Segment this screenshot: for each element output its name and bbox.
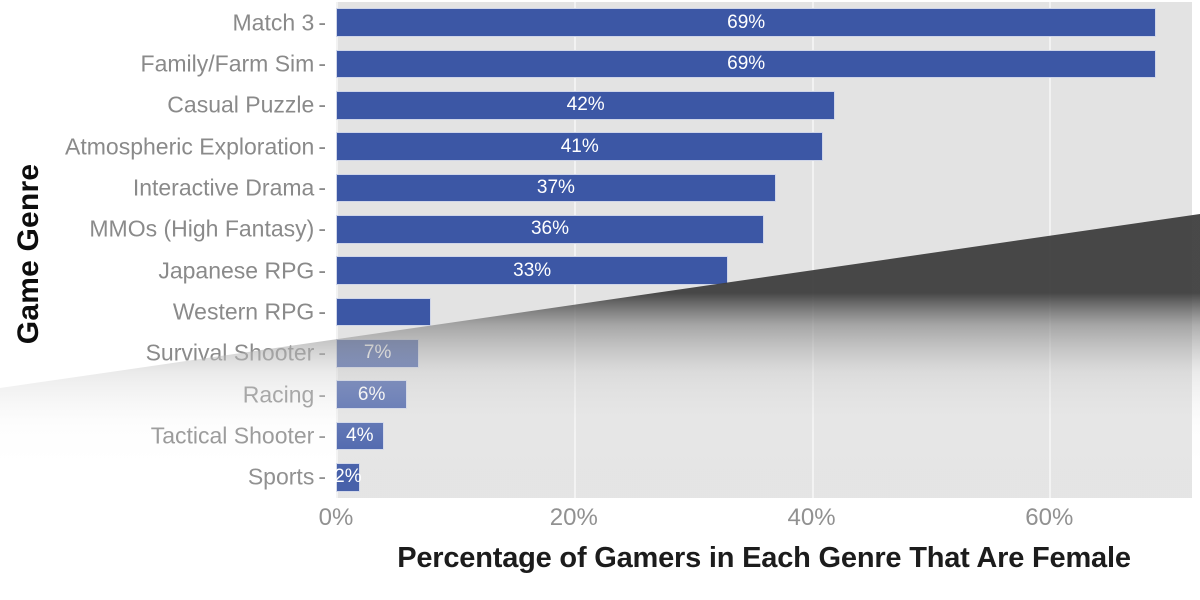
y-tick-label: Survival Shooter - — [146, 340, 326, 367]
y-tick-label: Atmospheric Exploration - — [65, 133, 326, 160]
y-tick-label: Family/Farm Sim - — [141, 51, 326, 78]
bar-row: 37% — [336, 173, 1192, 203]
y-tick-mark: - — [318, 91, 326, 118]
y-tick-label-text: Survival Shooter — [145, 339, 315, 366]
bar-value-label: 37% — [536, 176, 575, 198]
y-axis-tick-labels: Match 3- Family/Farm Sim - Casual Puzzle - At… — [0, 2, 336, 498]
y-tick-label: Western RPG - — [173, 299, 326, 326]
bar[interactable] — [336, 8, 1157, 38]
y-tick-mark: - — [318, 257, 326, 284]
bar-row: 69% — [336, 49, 1192, 79]
y-tick-label-text: Racing — [242, 381, 315, 408]
bar-row: 41% — [336, 132, 1192, 162]
bars-layer: 69% 69% 42% 41% 37% 36% 33% 7% 6% 4% 2% — [334, 2, 1192, 498]
y-tick-mark: - — [318, 381, 326, 408]
y-tick-mark: - — [318, 215, 326, 242]
x-axis-title: Percentage of Gamers in Each Genre That … — [397, 542, 1131, 574]
y-tick-mark: - — [318, 50, 326, 77]
y-tick-label: Japanese RPG - — [158, 257, 326, 284]
bar-row: 6% — [336, 380, 1192, 410]
y-tick-label-text: Western RPG — [172, 298, 315, 325]
y-tick-label: Sports - — [248, 464, 326, 491]
bar-value-label: 41% — [560, 135, 599, 157]
bar-row: 69% — [336, 8, 1192, 38]
bar-value-label: 6% — [357, 383, 386, 405]
y-tick-label-text: MMOs (High Fantasy) — [89, 215, 315, 242]
y-tick-label: MMOs (High Fantasy) - — [89, 216, 326, 243]
bar[interactable] — [336, 90, 836, 120]
bar-value-label: 4% — [346, 424, 374, 446]
bar-row: 2% — [334, 462, 1192, 492]
y-tick-mark: - — [318, 463, 326, 490]
bar-value-label: 69% — [727, 11, 766, 33]
bar-row: 7% — [336, 338, 1192, 368]
x-tick-label: 60% — [1025, 504, 1074, 531]
y-tick-label-text: Atmospheric Exploration — [65, 133, 315, 160]
bar-row: 36% — [336, 214, 1192, 244]
plot-area: 69% 69% 42% 41% 37% 36% 33% 7% 6% 4% 2% — [334, 2, 1192, 498]
bar-value-label: 69% — [727, 52, 766, 74]
y-tick-label: Racing - — [243, 381, 326, 408]
y-tick-label: Casual Puzzle - — [167, 92, 326, 119]
bar-value-label: 7% — [363, 342, 392, 364]
bar-row: 4% — [336, 421, 1192, 451]
y-tick-label: Interactive Drama - — [133, 175, 326, 202]
x-tick-label: 0% — [318, 504, 354, 531]
x-axis-tick-labels: 0% 20% 40% 60% — [0, 500, 1200, 540]
y-tick-label: Tactical Shooter - — [151, 423, 326, 450]
y-tick-mark: - — [318, 174, 326, 201]
bar-row: 42% — [336, 90, 1192, 120]
y-tick-label-text: Casual Puzzle — [167, 91, 315, 118]
y-tick-label: Match 3- — [233, 9, 327, 36]
bar[interactable] — [336, 132, 824, 162]
x-tick-label: 20% — [549, 504, 598, 531]
y-tick-label-text: Sports — [247, 463, 315, 490]
y-tick-mark: - — [318, 9, 326, 36]
bar-value-label: 33% — [513, 259, 552, 281]
bar-value-label: 42% — [566, 94, 605, 116]
y-tick-label-text: Japanese RPG — [158, 257, 315, 284]
bar-row: 33% — [336, 256, 1192, 286]
y-tick-label-text: Match 3 — [232, 9, 315, 36]
y-tick-label-text: Family/Farm Sim — [140, 50, 315, 77]
bar-row — [336, 297, 1192, 327]
y-tick-label-text: Tactical Shooter — [150, 422, 315, 449]
bar-value-label: 36% — [530, 218, 570, 240]
x-tick-label: 40% — [787, 504, 836, 531]
bar[interactable] — [336, 297, 432, 327]
y-tick-mark: - — [318, 339, 326, 366]
y-tick-mark: - — [318, 133, 326, 160]
bar[interactable] — [336, 49, 1157, 79]
y-tick-label-text: Interactive Drama — [132, 174, 315, 201]
y-tick-mark: - — [318, 298, 326, 325]
y-tick-mark: - — [318, 422, 326, 449]
bar-value-label: 2% — [334, 466, 362, 488]
bar[interactable] — [336, 173, 776, 203]
